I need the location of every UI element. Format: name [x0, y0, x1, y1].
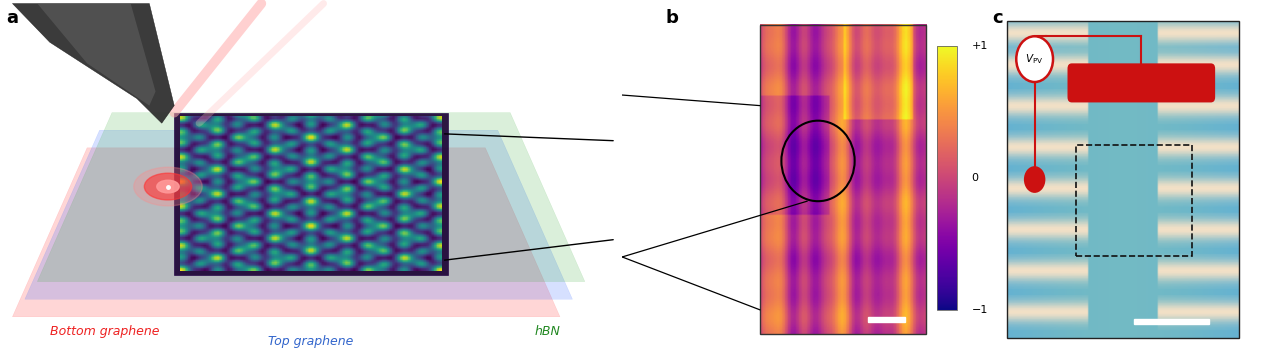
Circle shape [157, 180, 179, 193]
Text: Top graphene: Top graphene [269, 335, 353, 348]
Circle shape [134, 167, 203, 206]
Circle shape [144, 173, 191, 200]
Circle shape [1024, 166, 1045, 193]
Bar [760, 25, 926, 334]
Polygon shape [37, 113, 585, 282]
Polygon shape [13, 4, 175, 123]
Bar [938, 46, 957, 310]
Text: b: b [665, 9, 679, 27]
Text: $V_{\mathrm{PV}}$ (norm.): $V_{\mathrm{PV}}$ (norm.) [1052, 146, 1066, 210]
Text: $V_{\mathrm{PV}}$: $V_{\mathrm{PV}}$ [1025, 52, 1044, 66]
Bar [1007, 21, 1239, 338]
FancyBboxPatch shape [1068, 63, 1215, 102]
Polygon shape [175, 113, 449, 275]
Polygon shape [25, 130, 573, 299]
Text: −1: −1 [972, 305, 988, 315]
Bar [1077, 145, 1192, 256]
Polygon shape [13, 148, 560, 317]
Text: 0: 0 [972, 173, 978, 183]
Text: a: a [6, 9, 18, 27]
Text: +1: +1 [972, 41, 988, 51]
Text: c: c [992, 9, 1003, 27]
Circle shape [1016, 36, 1053, 82]
Text: Bottom graphene: Bottom graphene [49, 325, 160, 338]
Bar [1134, 319, 1209, 324]
Text: hBN: hBN [535, 325, 560, 338]
Polygon shape [37, 4, 156, 106]
Bar [868, 317, 905, 322]
